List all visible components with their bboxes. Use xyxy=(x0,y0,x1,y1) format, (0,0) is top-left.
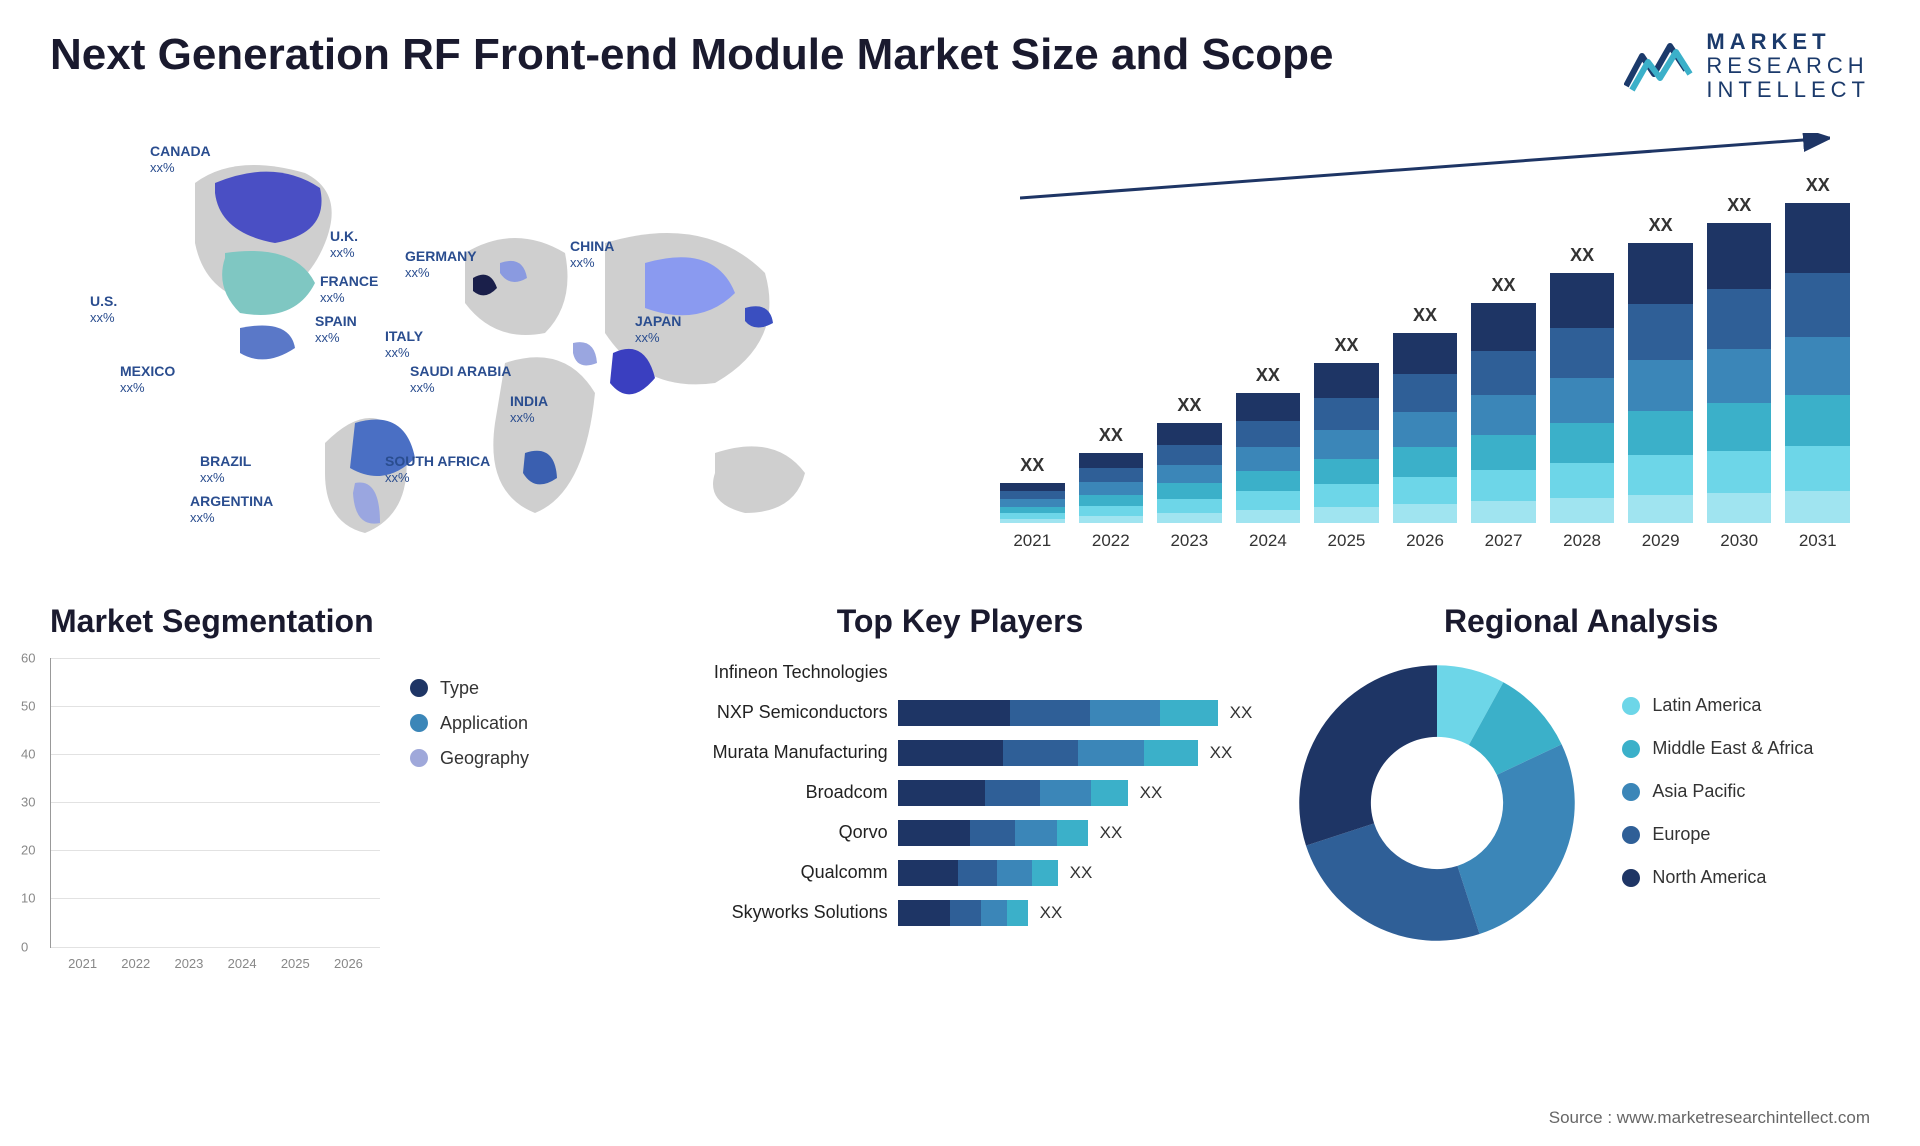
growth-bar: XX2025 xyxy=(1314,363,1379,523)
player-row: QualcommXX xyxy=(668,858,1253,888)
map-label: GERMANYxx% xyxy=(405,248,477,282)
player-row: Skyworks SolutionsXX xyxy=(668,898,1253,928)
page-title: Next Generation RF Front-end Module Mark… xyxy=(50,30,1334,80)
map-label: SOUTH AFRICAxx% xyxy=(385,453,490,487)
donut-slice xyxy=(1458,744,1575,934)
legend-item: Type xyxy=(410,678,529,699)
growth-bar: XX2026 xyxy=(1393,333,1458,523)
legend-item: Latin America xyxy=(1622,695,1813,716)
regional-title: Regional Analysis xyxy=(1292,603,1870,640)
map-label: MEXICOxx% xyxy=(120,363,175,397)
top-row: CANADAxx% U.S.xx% MEXICOxx% BRAZILxx% ARGENT… xyxy=(0,113,1920,593)
growth-bar: XX2028 xyxy=(1550,273,1615,523)
world-map-icon xyxy=(50,133,940,563)
player-row: Murata ManufacturingXX xyxy=(668,738,1253,768)
logo-icon xyxy=(1624,36,1694,96)
map-label: SAUDI ARABIAxx% xyxy=(410,363,511,397)
map-label: U.K.xx% xyxy=(330,228,358,262)
segmentation-panel: Market Segmentation 01020304050602021202… xyxy=(50,603,628,948)
bottom-row: Market Segmentation 01020304050602021202… xyxy=(0,593,1920,968)
growth-chart-panel: XX2021XX2022XX2023XX2024XX2025XX2026XX20… xyxy=(980,133,1870,563)
map-label: U.S.xx% xyxy=(90,293,117,327)
source-attribution: Source : www.marketresearchintellect.com xyxy=(1549,1108,1870,1128)
growth-bar: XX2027 xyxy=(1471,303,1536,523)
players-chart: Infineon Technologies NXP SemiconductorsX… xyxy=(668,658,1253,928)
header: Next Generation RF Front-end Module Mark… xyxy=(0,0,1920,113)
map-label: JAPANxx% xyxy=(635,313,681,347)
map-label: BRAZILxx% xyxy=(200,453,251,487)
map-label: FRANCExx% xyxy=(320,273,378,307)
map-label: INDIAxx% xyxy=(510,393,548,427)
segmentation-title: Market Segmentation xyxy=(50,603,628,640)
legend-item: Europe xyxy=(1622,824,1813,845)
players-title: Top Key Players xyxy=(668,603,1253,640)
world-map-panel: CANADAxx% U.S.xx% MEXICOxx% BRAZILxx% ARGENT… xyxy=(50,133,940,563)
segmentation-chart: 0102030405060202120222023202420252026 xyxy=(50,658,380,948)
legend-item: Application xyxy=(410,713,529,734)
player-row: NXP SemiconductorsXX xyxy=(668,698,1253,728)
legend-item: North America xyxy=(1622,867,1813,888)
growth-chart: XX2021XX2022XX2023XX2024XX2025XX2026XX20… xyxy=(980,133,1870,563)
legend-item: Asia Pacific xyxy=(1622,781,1813,802)
donut-slice xyxy=(1300,665,1438,845)
player-row: QorvoXX xyxy=(668,818,1253,848)
player-row: Infineon Technologies xyxy=(668,658,1253,688)
regional-panel: Regional Analysis Latin America Middle Ea… xyxy=(1292,603,1870,948)
growth-bar: XX2024 xyxy=(1236,393,1301,523)
map-label: ITALYxx% xyxy=(385,328,423,362)
growth-bar: XX2022 xyxy=(1079,453,1144,523)
players-panel: Top Key Players Infineon Technologies NXP… xyxy=(668,603,1253,948)
legend-item: Geography xyxy=(410,748,529,769)
segmentation-legend: Type Application Geography xyxy=(410,678,529,783)
growth-bar: XX2030 xyxy=(1707,223,1772,523)
growth-bar: XX2029 xyxy=(1628,243,1693,523)
growth-bar: XX2023 xyxy=(1157,423,1222,523)
donut-slice xyxy=(1306,823,1480,940)
regional-donut xyxy=(1292,658,1582,948)
growth-bar: XX2021 xyxy=(1000,483,1065,523)
brand-logo: MARKET RESEARCH INTELLECT xyxy=(1624,30,1870,103)
logo-text: MARKET RESEARCH INTELLECT xyxy=(1706,30,1870,103)
map-label: ARGENTINAxx% xyxy=(190,493,273,527)
map-label: SPAINxx% xyxy=(315,313,357,347)
legend-item: Middle East & Africa xyxy=(1622,738,1813,759)
player-row: BroadcomXX xyxy=(668,778,1253,808)
map-label: CHINAxx% xyxy=(570,238,614,272)
growth-bar: XX2031 xyxy=(1785,203,1850,523)
map-label: CANADAxx% xyxy=(150,143,211,177)
regional-legend: Latin America Middle East & Africa Asia Pa… xyxy=(1622,695,1813,910)
